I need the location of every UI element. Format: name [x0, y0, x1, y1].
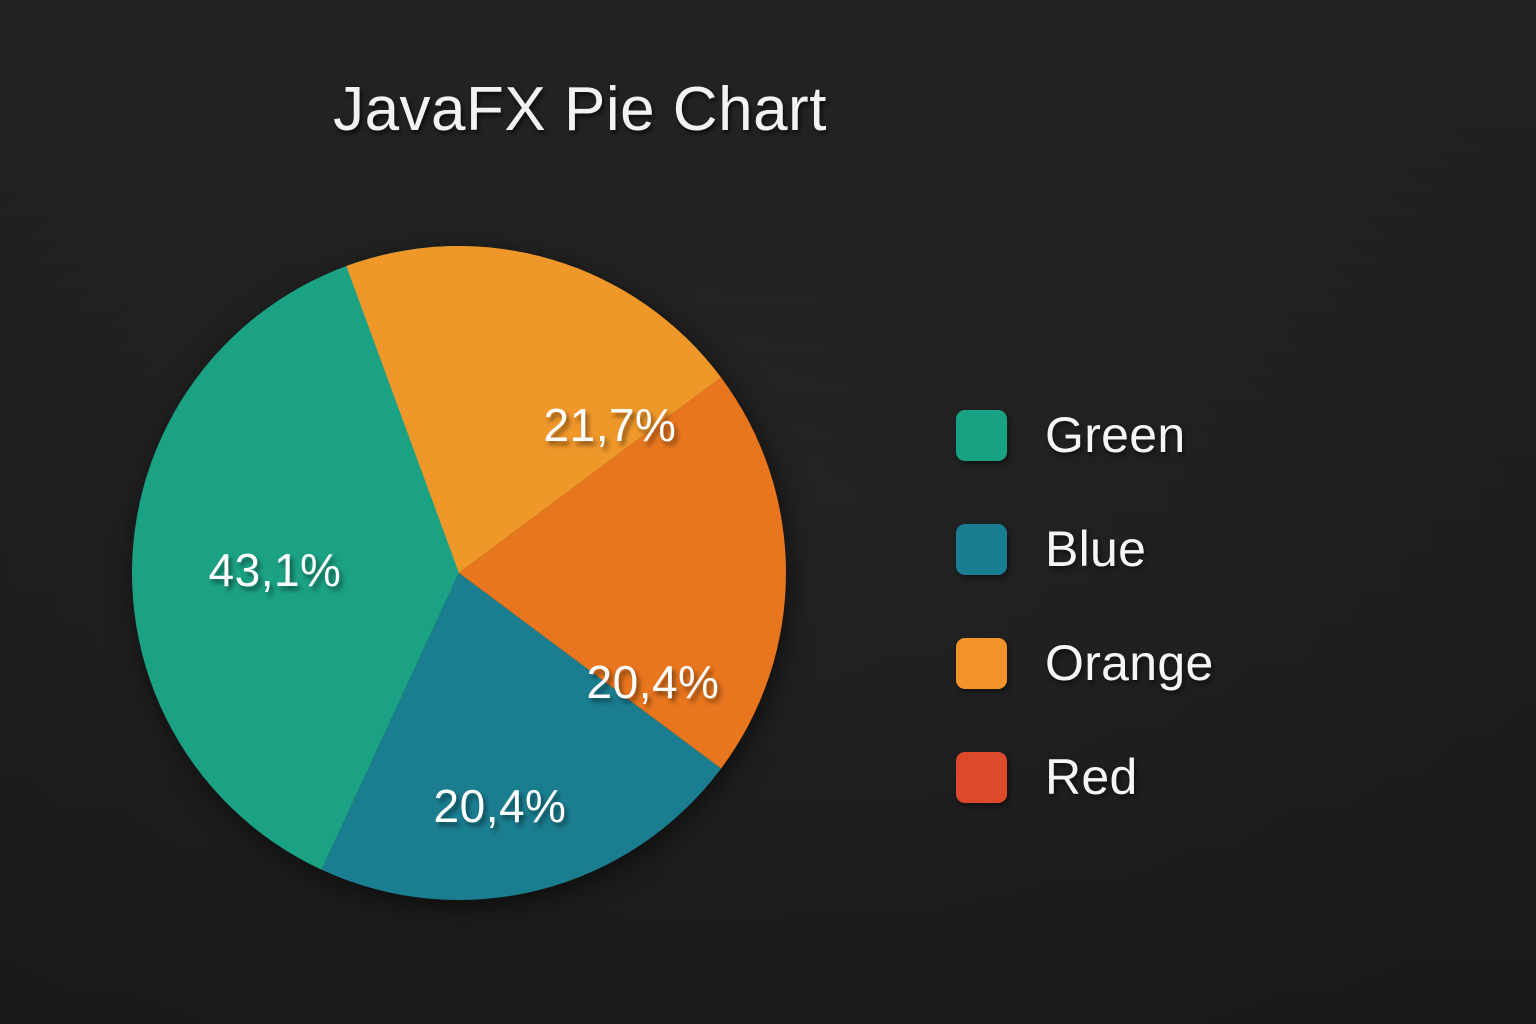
chart-legend: Green Blue Orange Red: [956, 378, 1386, 834]
chart-title: JavaFX Pie Chart: [333, 75, 827, 144]
pie-slice[interactable]: [346, 245, 722, 573]
pie-slice[interactable]: [459, 377, 786, 769]
pie-slice[interactable]: [321, 573, 722, 901]
legend-swatch-icon: [956, 523, 1007, 575]
legend-item-blue[interactable]: Blue: [956, 492, 1386, 606]
legend-item-green[interactable]: Green: [956, 378, 1386, 492]
legend-item-label: Blue: [1045, 521, 1147, 577]
pie-svg: [131, 245, 786, 901]
legend-item-label: Green: [1045, 407, 1186, 463]
pie-slices-group: [131, 245, 786, 901]
pie-chart-area: 43,1% 21,7% 20,4% 20,4%: [131, 245, 787, 901]
legend-item-label: Orange: [1045, 635, 1214, 691]
legend-swatch-icon: [956, 751, 1007, 803]
legend-swatch-icon: [956, 637, 1007, 689]
legend-item-orange[interactable]: Orange: [956, 606, 1386, 720]
legend-item-label: Red: [1045, 749, 1138, 805]
legend-item-red[interactable]: Red: [956, 720, 1386, 834]
pie-slice[interactable]: [131, 246, 460, 870]
legend-swatch-icon: [956, 409, 1007, 461]
